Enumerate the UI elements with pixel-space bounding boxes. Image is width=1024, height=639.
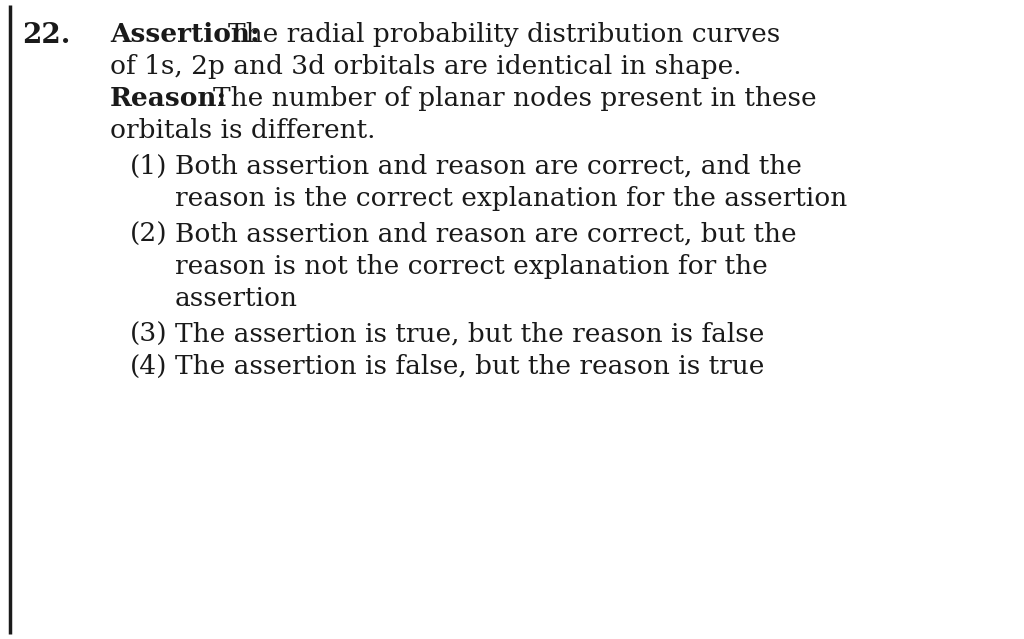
Text: reason is the correct explanation for the assertion: reason is the correct explanation for th… xyxy=(175,186,847,211)
Text: Reason:: Reason: xyxy=(110,86,227,111)
Text: The assertion is false, but the reason is true: The assertion is false, but the reason i… xyxy=(175,354,764,379)
Text: Both assertion and reason are correct, but the: Both assertion and reason are correct, b… xyxy=(175,222,797,247)
Text: orbitals is different.: orbitals is different. xyxy=(110,118,376,143)
Text: Both assertion and reason are correct, and the: Both assertion and reason are correct, a… xyxy=(175,154,802,179)
Text: Assertion:: Assertion: xyxy=(110,22,260,47)
Text: of 1s, 2p and 3d orbitals are identical in shape.: of 1s, 2p and 3d orbitals are identical … xyxy=(110,54,741,79)
Text: reason is not the correct explanation for the: reason is not the correct explanation fo… xyxy=(175,254,768,279)
Text: (2): (2) xyxy=(130,222,168,247)
Text: 22.: 22. xyxy=(22,22,71,49)
Text: (3): (3) xyxy=(130,322,168,347)
Text: The number of planar nodes present in these: The number of planar nodes present in th… xyxy=(213,86,816,111)
Text: (1): (1) xyxy=(130,154,168,179)
Text: The assertion is true, but the reason is false: The assertion is true, but the reason is… xyxy=(175,322,764,347)
Text: assertion: assertion xyxy=(175,286,298,311)
Text: The radial probability distribution curves: The radial probability distribution curv… xyxy=(228,22,780,47)
Text: (4): (4) xyxy=(130,354,168,379)
